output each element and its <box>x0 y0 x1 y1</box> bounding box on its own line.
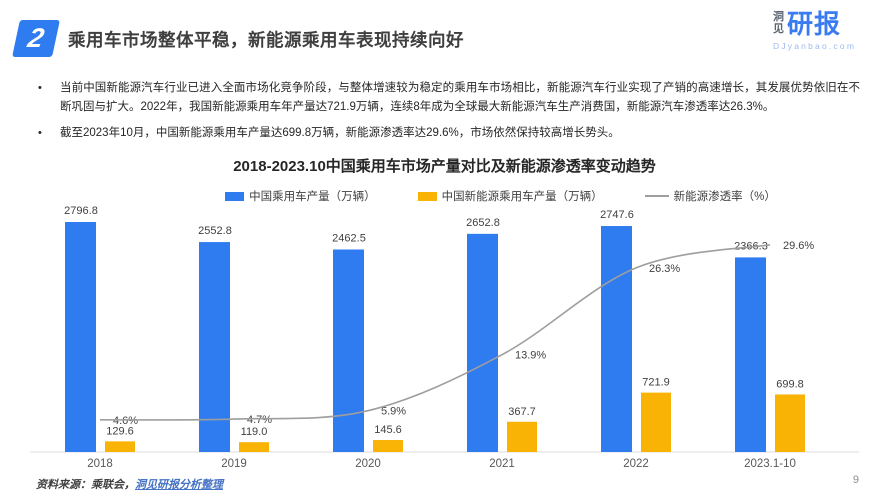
legend-bar-swatch <box>417 191 437 201</box>
passenger-car-bar <box>199 242 230 452</box>
nev-bar <box>641 392 671 452</box>
x-axis-label: 2018 <box>87 458 113 470</box>
nev-value-label: 129.6 <box>106 425 134 437</box>
nev-value-label: 721.9 <box>642 377 670 389</box>
logo-char-bottom: 见 <box>773 23 784 35</box>
brand-logo: 洞 见 研报 DJyanbao.com <box>773 11 863 51</box>
legend-label: 新能源渗透率（%） <box>673 191 776 203</box>
logo-name: 研报 <box>787 9 842 39</box>
passenger-car-bar <box>467 233 498 452</box>
penetration-line <box>99 244 771 421</box>
penetration-value-label: 4.6% <box>113 415 138 427</box>
x-axis-label: 2022 <box>623 458 649 470</box>
legend-line-swatch <box>644 195 669 197</box>
passenger-car-value-label: 2462.5 <box>332 232 366 244</box>
nev-value-label: 367.7 <box>508 406 536 418</box>
bullet-text: 截至2023年10月，中国新能源乘用车产量达699.8万辆，新能源渗透率达29.… <box>60 127 620 139</box>
penetration-value-label: 26.3% <box>649 263 680 275</box>
nev-bar <box>105 441 135 452</box>
passenger-car-bar <box>601 226 632 452</box>
nev-bar <box>507 421 537 452</box>
passenger-car-value-label: 2747.6 <box>600 209 634 221</box>
bullet-item: • 截至2023年10月，中国新能源乘用车产量达699.8万辆，新能源渗透率达2… <box>38 124 860 143</box>
logo-domain: DJyanbao.com <box>773 41 857 51</box>
nev-bar <box>775 394 805 452</box>
bullet-marker: • <box>38 82 42 94</box>
legend-item: 中国乘用车产量（万辆） <box>225 188 376 204</box>
legend-item: 中国新能源乘用车产量（万辆） <box>417 188 603 204</box>
legend-label: 中国乘用车产量（万辆） <box>249 191 376 203</box>
source-link[interactable]: 洞见研报分析整理 <box>135 479 223 491</box>
bullet-marker: • <box>38 127 42 139</box>
logo-stacked-characters: 洞 见 <box>773 12 784 35</box>
nev-value-label: 699.8 <box>776 378 804 390</box>
bullet-text: 当前中国新能源汽车行业已进入全面市场化竞争阶段，与整体增速较为稳定的乘用车市场相… <box>60 82 860 113</box>
bullet-item: • 当前中国新能源汽车行业已进入全面市场化竞争阶段，与整体增速较为稳定的乘用车市… <box>38 79 860 117</box>
passenger-car-value-label: 2552.8 <box>198 225 232 237</box>
chart-plot: 2796.8 129.64.6% 2018 2552.8 119.04.7% 2019 24… <box>30 205 859 470</box>
x-axis-label: 2020 <box>355 458 381 470</box>
page-number: 9 <box>852 474 859 486</box>
legend-item: 新能源渗透率（%） <box>644 188 776 204</box>
x-axis-label: 2023.1-10 <box>744 458 796 470</box>
penetration-value-label: 5.9% <box>381 406 406 418</box>
legend-label: 中国新能源乘用车产量（万辆） <box>441 191 603 203</box>
chart-legend: 中国乘用车产量（万辆） 中国新能源乘用车产量（万辆） 新能源渗透率（%） <box>0 188 889 204</box>
passenger-car-value-label: 2796.8 <box>64 205 98 217</box>
x-axis-label: 2021 <box>489 458 515 470</box>
passenger-car-bar <box>333 249 364 452</box>
penetration-value-label: 29.6% <box>783 240 814 252</box>
penetration-value-label: 4.7% <box>247 414 272 426</box>
x-axis-label: 2019 <box>221 458 247 470</box>
bullet-list: • 当前中国新能源汽车行业已进入全面市场化竞争阶段，与整体增速较为稳定的乘用车市… <box>38 79 860 150</box>
passenger-car-value-label: 2652.8 <box>466 217 500 229</box>
chart-title: 2018-2023.10中国乘用车市场产量对比及新能源渗透率变动趋势 <box>233 158 656 175</box>
page-title: 乘用车市场整体平稳，新能源乘用车表现持续向好 <box>68 30 464 50</box>
nev-value-label: 119.0 <box>241 426 268 438</box>
penetration-value-label: 13.9% <box>515 350 546 362</box>
source-note: 资料来源：乘联会，洞见研报分析整理 <box>36 476 223 492</box>
nev-value-label: 145.6 <box>374 424 402 436</box>
passenger-car-bar <box>65 222 96 452</box>
source-prefix: 资料来源：乘联会， <box>36 479 135 491</box>
section-number-badge: 2 <box>12 20 60 57</box>
nev-bar <box>239 442 269 452</box>
logo-char-top: 洞 <box>773 11 784 24</box>
legend-bar-swatch <box>225 191 245 201</box>
passenger-car-bar <box>735 257 766 452</box>
section-number: 2 <box>25 23 47 53</box>
nev-bar <box>373 440 403 452</box>
